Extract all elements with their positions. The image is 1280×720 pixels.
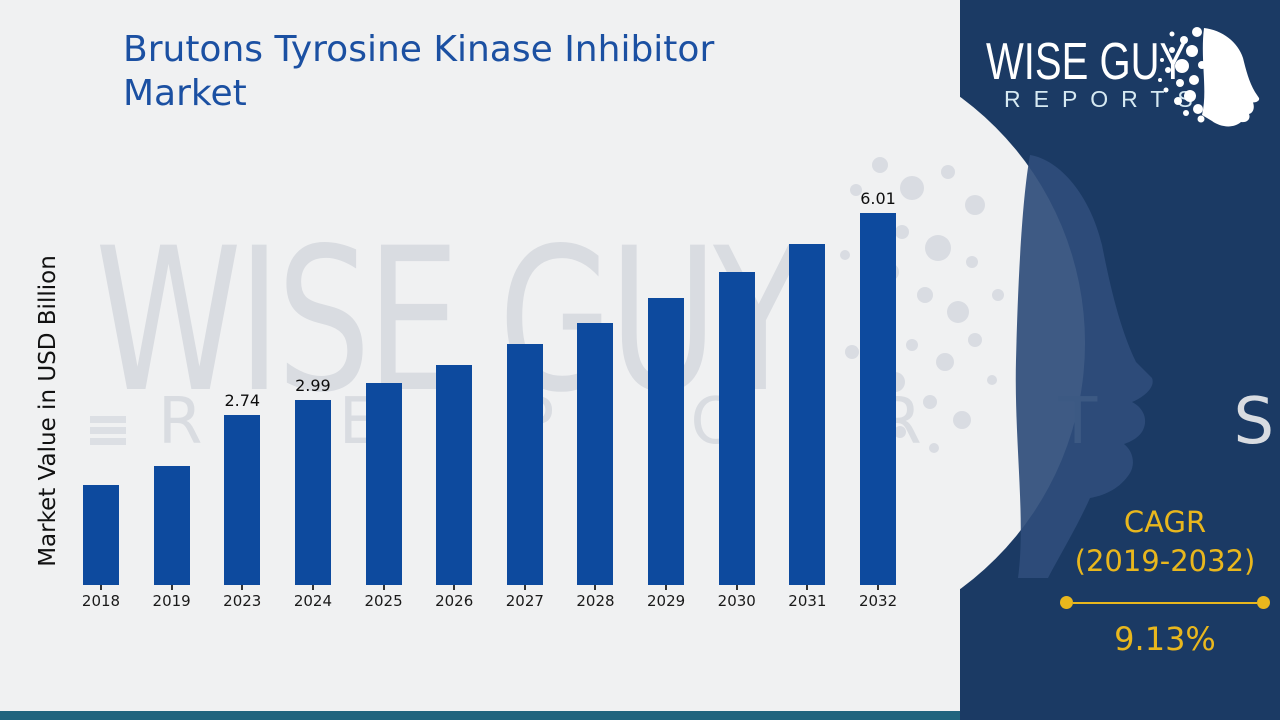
x-tick-2025 — [382, 585, 385, 590]
x-tick-label-2023: 2023 — [223, 592, 262, 610]
cagr-value: 9.13% — [1114, 620, 1216, 658]
data-label-2024: 2.99 — [295, 376, 331, 395]
bottom-accent-strip — [0, 711, 1280, 720]
bar-2024 — [294, 400, 331, 585]
cagr-label: CAGR — [1123, 505, 1207, 539]
logo-face-icon — [1158, 27, 1260, 127]
x-tick-label-2031: 2031 — [788, 592, 827, 610]
bar-2025 — [365, 383, 402, 585]
x-tick-label-2029: 2029 — [647, 592, 686, 610]
x-tick-2032 — [877, 585, 880, 590]
x-tick-label-2032: 2032 — [858, 592, 898, 610]
cagr-divider — [1060, 596, 1270, 609]
x-tick-2018 — [100, 585, 102, 590]
bar-2026 — [436, 365, 473, 585]
x-tick-2023 — [241, 585, 244, 590]
bar-2028 — [577, 323, 614, 585]
bar-2027 — [506, 344, 543, 585]
logo-subtext: REPORTS — [1004, 86, 1206, 112]
bar-2019 — [153, 466, 190, 585]
bar-2018 — [83, 485, 119, 585]
x-tick-2028 — [594, 585, 597, 590]
x-tick-2027 — [523, 585, 526, 590]
x-tick-2019 — [170, 585, 173, 590]
x-tick-label-2024: 2024 — [293, 592, 332, 610]
x-tick-label-2019: 2019 — [152, 592, 191, 610]
data-label-2032: 6.01 — [860, 189, 896, 208]
x-tick-label-2030: 2030 — [717, 592, 756, 610]
panel-curve-circle — [475, 38, 1085, 648]
x-tick-label-2025: 2025 — [364, 592, 403, 610]
bar-2032 — [860, 213, 897, 585]
x-tick-label-2018: 2018 — [81, 592, 121, 610]
cagr-block: CAGR (2019-2032) 9.13% — [1058, 508, 1272, 655]
x-tick-2024 — [311, 585, 314, 590]
x-tick-2031 — [806, 585, 809, 590]
logo-wordmark: WISE GUY — [986, 33, 1187, 91]
x-tick-2026 — [453, 585, 456, 590]
line-dot-right — [1257, 596, 1270, 609]
x-tick-2029 — [665, 585, 668, 590]
line-dot-left — [1060, 596, 1073, 609]
x-tick-label-2026: 2026 — [435, 592, 474, 610]
bar-2030 — [718, 272, 755, 585]
line-rule — [1073, 601, 1257, 604]
x-tick-label-2027: 2027 — [505, 592, 544, 610]
cagr-period: (2019-2032) — [1074, 544, 1256, 578]
data-label-2023: 2.74 — [224, 391, 261, 410]
face-silhouette — [1015, 155, 1153, 578]
x-tick-2030 — [735, 585, 738, 590]
bar-2031 — [789, 244, 826, 585]
x-tick-label-2028: 2028 — [576, 592, 615, 610]
bar-2029 — [648, 298, 685, 585]
page-title: Brutons Tyrosine Kinase Inhibitor Market — [123, 29, 715, 114]
bar-2023 — [224, 415, 261, 585]
watermark-fragment — [90, 416, 126, 449]
y-axis-label: Market Value in USD Billion — [35, 255, 61, 567]
